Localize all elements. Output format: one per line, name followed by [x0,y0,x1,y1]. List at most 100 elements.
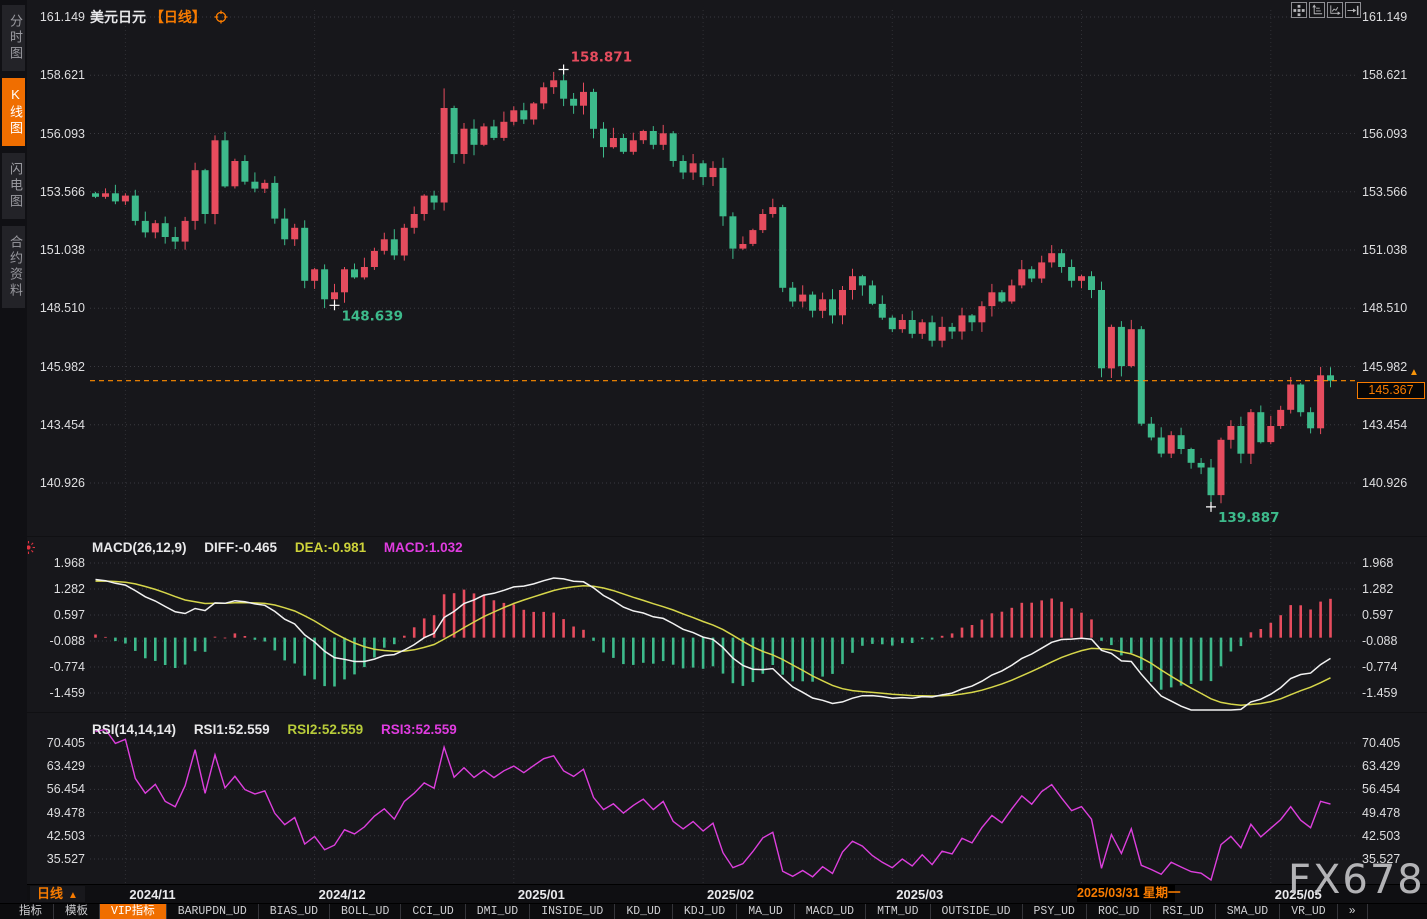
axis-tick-label: -1.459 [1362,686,1398,700]
axis-tick-label: -0.088 [49,634,85,648]
rsi3-value: RSI3:52.559 [380,722,457,737]
rsi-header[interactable]: RSI(14,14,14) RSI1:52.559 RSI2:52.559 RS… [92,722,471,737]
svg-text:158.871: 158.871 [571,50,633,66]
axis-tick-label: 49.478 [1362,805,1401,820]
axis-tick-label: 1.968 [53,556,85,570]
axis-tick-label: -1.459 [49,686,85,700]
period-selector[interactable]: 日线 ▲ [30,886,85,902]
macd-diff-value: DIFF:-0.465 [204,540,278,555]
axis-tick-label: 70.405 [1362,736,1401,750]
svg-text:148.639: 148.639 [342,308,404,324]
axis-tick-label: 156.093 [39,126,85,141]
axis-tick-label: 42.503 [1362,828,1401,843]
axis-tick-label: 1.282 [53,582,85,596]
axis-tick-label: 63.429 [46,759,85,774]
period-selector-label: 日线 [37,886,64,901]
axis-tick-label: 63.429 [1362,759,1401,774]
toolbar-item-roc_ud[interactable]: ROC_UD [1087,904,1152,919]
toolbar-item-[interactable]: 模板 [54,904,100,919]
axis-tick-label: 153.566 [39,184,85,199]
indicator-toolbar: 指标 模板 VIP指标 BARUPDN_UD BIAS_UD BOLL_UD CCI_UD D… [0,903,1427,919]
axis-tick-label: -0.088 [1362,634,1398,648]
axis-tick-label: 0.597 [53,608,85,622]
sidebar-item-3[interactable]: 闪电图 [2,153,25,219]
toolbar-item-inside_ud[interactable]: INSIDE_UD [530,904,616,919]
chart-title: 美元日元 【日线】 [90,7,228,27]
sidebar-item-2[interactable]: K线图 [2,78,25,146]
toolbar-item-[interactable]: 指标 [8,904,54,919]
axis-tick-label: 148.510 [39,301,85,316]
macd-hist-value: MACD:1.032 [383,540,463,555]
axis-tick-label: 151.038 [1362,243,1408,257]
toolbar-item-barupdn_ud[interactable]: BARUPDN_UD [167,904,259,919]
toolbar-item-vip[interactable]: VIP指标 [100,904,167,919]
toolbar-item-ma_ud[interactable]: MA_UD [737,904,795,919]
toolbar-item-mtm_ud[interactable]: MTM_UD [866,904,931,919]
left-sidebar: 分时图 K线图闪电图合约资料 [0,0,27,919]
chevron-up-icon: ▲ [68,890,78,901]
axis-tick-label: 140.926 [1362,476,1408,490]
macd-title: MACD(26,12,9) [92,540,187,555]
period-tag: 【日线】 [149,9,206,25]
axis-tick-label: 158.621 [1362,68,1408,83]
axis-tick-label: 140.926 [39,476,85,490]
axis-tick-label: 145.982 [39,359,85,374]
time-axis-scale-icon[interactable] [1327,2,1343,18]
toolbar-item-kdj_ud[interactable]: KDJ_UD [673,904,738,919]
toolbar-item-boll_ud[interactable]: BOLL_UD [330,904,402,919]
toolbar-item-psy_ud[interactable]: PSY_UD [1023,904,1087,919]
sidebar-item-4[interactable]: 合约资料 [2,226,25,308]
toolbar-item-outside_ud[interactable]: OUTSIDE_UD [931,904,1023,919]
axis-tick-label: 145.982 [1362,359,1408,374]
axis-tick-label: 42.503 [46,828,85,843]
time-axis-month-label: 2024/11 [129,887,176,902]
time-axis-month-label: 2025/03 [896,887,944,902]
time-axis-month-label: 2025/02 [707,887,755,902]
toolbar-item-macd_ud[interactable]: MACD_UD [795,904,867,919]
macd-header[interactable]: MACD(26,12,9) DIFF:-0.465 DEA:-0.981 MAC… [92,540,477,555]
crosshair-target-icon[interactable] [214,10,228,27]
toolbar-item-cci_ud[interactable]: CCI_UD [401,904,466,919]
toolbar-item-bias_ud[interactable]: BIAS_UD [259,904,331,919]
axis-tick-label: 70.405 [46,736,85,750]
axis-tick-label: 1.282 [1362,582,1394,596]
crosshair-date-label: 2025/03/31 星期一 [1077,885,1181,902]
price-up-arrow-icon: ▲ [1409,367,1419,378]
axis-tick-label: 56.454 [1362,782,1401,797]
axis-tick-label: -0.774 [1362,660,1398,674]
sidebar-item-1[interactable]: 分时图 [2,5,25,71]
toolbar-item-vr_ud[interactable]: VR_UD [1280,904,1338,919]
axis-tick-label: 1.968 [1362,556,1394,570]
axis-tick-label: 143.454 [1362,417,1408,432]
shift-right-icon[interactable] [1345,2,1361,18]
toolbar-item-[interactable]: » [1338,904,1368,919]
svg-text:139.887: 139.887 [1218,510,1280,526]
toolbar-item-kd_ud[interactable]: KD_UD [615,904,673,919]
axis-tick-label: 148.510 [1362,301,1408,316]
axis-tick-label: 35.527 [1362,852,1401,866]
axis-tick-label: 158.621 [39,68,85,83]
time-axis-month-label: 2024/12 [318,887,366,902]
axis-tick-label: 143.454 [39,417,85,432]
axis-tick-label: -0.774 [49,660,85,674]
chart-toolbar-icons [1291,2,1361,18]
price-axis-scale-icon[interactable] [1309,2,1325,18]
current-price-label: 145.367 [1357,382,1425,399]
axis-tick-label: 153.566 [1362,184,1408,199]
axis-tick-label: 156.093 [1362,126,1408,141]
axis-tick-label: 161.149 [1362,10,1408,24]
symbol-name: 美元日元 [90,9,146,25]
axis-tick-label: 151.038 [39,243,85,257]
toolbar-item-sma_ud[interactable]: SMA_UD [1216,904,1281,919]
axis-tick-label: 49.478 [46,805,85,820]
axis-tick-label: 0.597 [1362,608,1394,622]
toolbar-item-dmi_ud[interactable]: DMI_UD [466,904,531,919]
pan-icon[interactable] [1291,2,1307,18]
time-axis-month-label: 2025/01 [517,887,565,902]
rsi-title: RSI(14,14,14) [92,722,177,737]
toolbar-item-rsi_ud[interactable]: RSI_UD [1151,904,1216,919]
axis-tick-label: 56.454 [46,782,85,797]
fx678-watermark: FX678 [1288,857,1425,903]
